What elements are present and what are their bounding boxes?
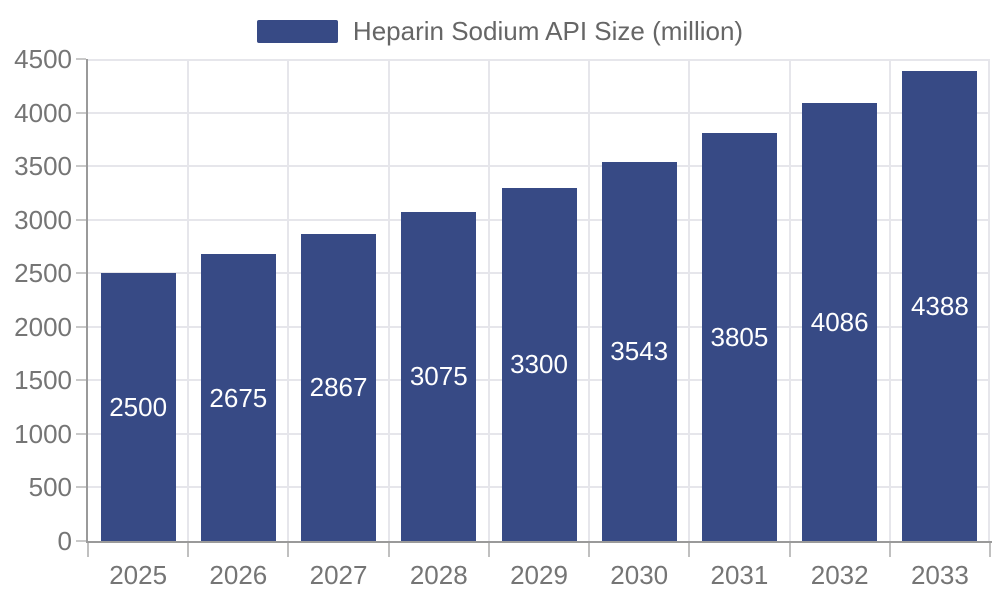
- bar-2030[interactable]: 3543: [601, 161, 677, 541]
- x-axis-tick: [488, 543, 490, 557]
- y-axis-tick: [76, 379, 86, 382]
- legend-label: Heparin Sodium API Size (million): [352, 16, 744, 46]
- y-axis-label: 0: [57, 526, 72, 556]
- gridline-vertical: [789, 59, 791, 541]
- x-axis-label: 2027: [309, 560, 368, 590]
- x-axis-tick: [588, 543, 590, 557]
- x-axis-tick: [287, 543, 289, 557]
- x-axis-line: [86, 541, 992, 543]
- y-axis-label: 4500: [14, 44, 72, 74]
- bar-2032[interactable]: 4086: [802, 103, 878, 541]
- gridline-vertical: [388, 59, 390, 541]
- x-axis-tick: [187, 543, 189, 557]
- y-axis-label: 3500: [14, 151, 72, 182]
- y-axis-tick: [76, 218, 86, 221]
- gridline-vertical: [488, 59, 490, 541]
- y-axis-label: 1500: [14, 365, 72, 396]
- bar-2028[interactable]: 3075: [401, 211, 477, 541]
- y-axis-label: 3000: [14, 204, 72, 235]
- bar-2025[interactable]: 2500: [100, 273, 176, 541]
- y-axis-label: 500: [28, 472, 72, 503]
- y-axis-label: 2000: [14, 311, 72, 342]
- gridline-horizontal: [88, 111, 990, 114]
- bar-value-label: 2867: [309, 372, 368, 403]
- y-axis-tick: [76, 486, 86, 489]
- plot-area: 2500 2675 2867 3075 3300 3543 3805 4086 4388: [88, 59, 990, 541]
- y-axis-tick: [76, 165, 86, 168]
- bar-value-label: 4388: [910, 291, 969, 321]
- x-axis-label: 2026: [209, 560, 268, 590]
- y-axis-tick: [76, 272, 86, 275]
- y-axis-label: 1000: [14, 418, 72, 449]
- y-axis-tick: [76, 540, 86, 542]
- x-axis-label: 2029: [510, 560, 568, 590]
- x-axis-label: 2032: [810, 560, 869, 590]
- x-axis-tick: [688, 543, 690, 557]
- legend-swatch-icon: [256, 19, 338, 43]
- x-axis-tick: [388, 543, 390, 557]
- bar-value-label: 3543: [610, 336, 669, 367]
- legend[interactable]: Heparin Sodium API Size (million): [0, 18, 1000, 44]
- y-axis-label: 2500: [14, 258, 72, 289]
- y-axis-tick: [76, 325, 86, 328]
- x-axis-tick: [87, 543, 89, 557]
- gridline-horizontal: [88, 165, 990, 168]
- x-axis-label: 2028: [409, 560, 468, 590]
- gridline-vertical: [588, 59, 590, 541]
- x-axis-label: 2030: [610, 560, 669, 590]
- x-axis-tick: [789, 543, 791, 557]
- gridline-horizontal: [88, 59, 990, 61]
- bar-value-label: 4086: [810, 307, 869, 338]
- bar-2031[interactable]: 3805: [701, 133, 777, 541]
- x-axis-label: 2031: [710, 560, 769, 590]
- bar-2027[interactable]: 2867: [301, 233, 377, 541]
- bar-2026[interactable]: 2675: [200, 254, 276, 541]
- x-axis-label: 2025: [109, 560, 168, 590]
- y-axis-label: 4000: [14, 97, 72, 128]
- gridline-vertical: [988, 59, 990, 541]
- gridline-vertical: [889, 59, 891, 541]
- y-axis-line: [86, 59, 88, 543]
- bar-2029[interactable]: 3300: [501, 187, 577, 541]
- y-axis-tick: [76, 58, 86, 60]
- bar-value-label: 3805: [710, 322, 769, 353]
- y-axis-tick: [76, 432, 86, 435]
- y-axis-tick: [76, 111, 86, 114]
- bar-value-label: 2675: [209, 382, 268, 413]
- bar-value-label: 2500: [109, 392, 168, 423]
- bar-value-label: 3075: [409, 361, 468, 392]
- gridline-vertical: [688, 59, 690, 541]
- x-axis-label: 2033: [910, 560, 969, 590]
- x-axis-tick: [989, 543, 991, 557]
- gridline-vertical: [287, 59, 289, 541]
- bar-value-label: 3300: [510, 349, 568, 380]
- bar-2033[interactable]: 4388: [902, 71, 978, 541]
- gridline-vertical: [187, 59, 189, 541]
- x-axis-tick: [889, 543, 891, 557]
